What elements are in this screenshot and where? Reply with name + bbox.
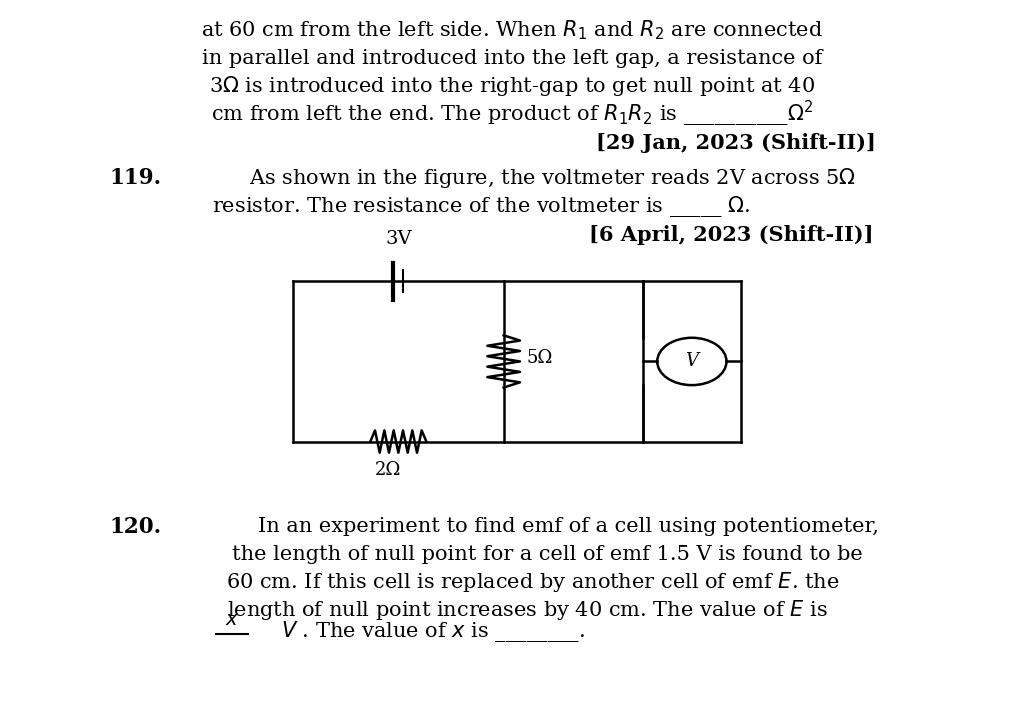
Text: the length of null point for a cell of emf 1.5 V is found to be: the length of null point for a cell of e… <box>232 545 863 564</box>
Text: cm from left the end. The product of $R_1 R_2$ is __________$\Omega^2$: cm from left the end. The product of $R_… <box>211 99 813 129</box>
Text: 5Ω: 5Ω <box>526 349 552 367</box>
Text: in parallel and introduced into the left gap, a resistance of: in parallel and introduced into the left… <box>202 49 822 68</box>
Text: 3$\Omega$ is introduced into the right-gap to get null point at 40: 3$\Omega$ is introduced into the right-g… <box>209 74 815 98</box>
Text: 2Ω: 2Ω <box>375 461 401 479</box>
Text: [29 Jan, 2023 (Shift-II)]: [29 Jan, 2023 (Shift-II)] <box>596 133 876 154</box>
Text: 60 cm. If this cell is replaced by another cell of emf $E$. the: 60 cm. If this cell is replaced by anoth… <box>225 570 839 594</box>
Text: 120.: 120. <box>110 515 162 538</box>
Text: length of null point increases by 40 cm. The value of $E$ is: length of null point increases by 40 cm.… <box>227 598 827 622</box>
Text: resistor. The resistance of the voltmeter is _____ $\Omega$.: resistor. The resistance of the voltmete… <box>212 194 751 218</box>
Text: As shown in the figure, the voltmeter reads 2V across 5$\Omega$: As shown in the figure, the voltmeter re… <box>249 166 856 190</box>
Text: 3V: 3V <box>385 230 412 248</box>
Text: 119.: 119. <box>110 167 162 190</box>
Text: In an experiment to find emf of a cell using potentiometer,: In an experiment to find emf of a cell u… <box>258 517 879 536</box>
Text: $x$: $x$ <box>225 611 239 629</box>
Text: $V$ . The value of $x$ is ________.: $V$ . The value of $x$ is ________. <box>281 619 585 644</box>
Text: V: V <box>685 352 698 371</box>
Text: at 60 cm from the left side. When $R_1$ and $R_2$ are connected: at 60 cm from the left side. When $R_1$ … <box>201 19 823 42</box>
Text: [6 April, 2023 (Shift-II)]: [6 April, 2023 (Shift-II)] <box>589 225 873 246</box>
